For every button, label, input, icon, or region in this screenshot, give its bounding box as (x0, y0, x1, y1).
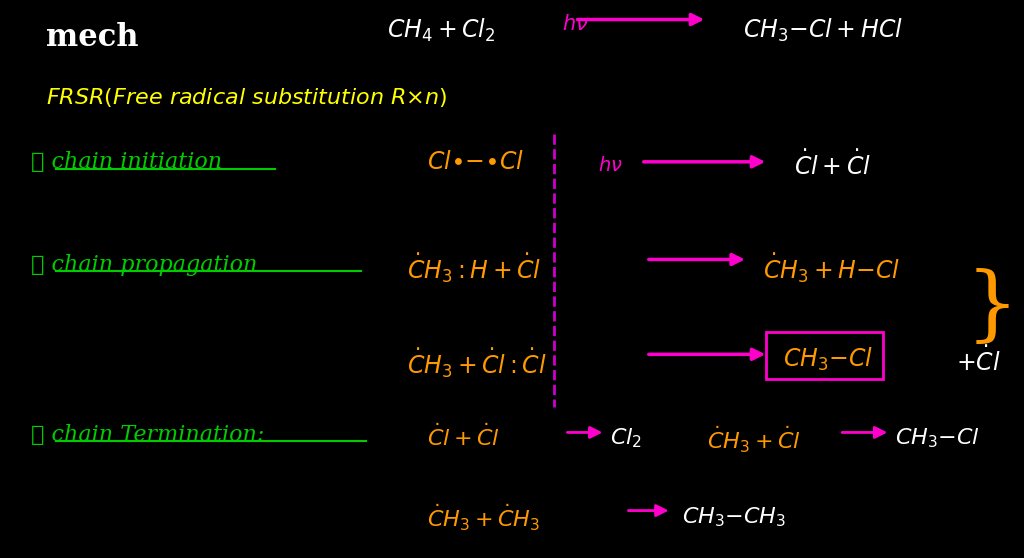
Text: $h\nu$: $h\nu$ (598, 156, 623, 175)
Text: ② chain propagation: ② chain propagation (31, 254, 257, 276)
Text: $CH_4 + Cl_2$: $CH_4 + Cl_2$ (387, 17, 495, 44)
Text: ① chain initiation: ① chain initiation (31, 151, 221, 172)
Text: $FRSR(Free\ radical\ substitution\ R{\times}n)$: $FRSR(Free\ radical\ substitution\ R{\ti… (46, 86, 447, 109)
Text: $\dot{C}H_3{:}H + \dot{C}l$: $\dot{C}H_3{:}H + \dot{C}l$ (407, 251, 542, 285)
Text: $\dot{C}H_3 + \dot{C}l$: $\dot{C}H_3 + \dot{C}l$ (707, 424, 801, 455)
Text: $CH_3{-}CH_3$: $CH_3{-}CH_3$ (682, 505, 785, 528)
Text: $CH_3{-}Cl$: $CH_3{-}Cl$ (895, 427, 980, 450)
Bar (766, 332, 883, 379)
Text: $\dot{C}l + \dot{C}l$: $\dot{C}l + \dot{C}l$ (794, 151, 870, 180)
Text: $Cl{\bullet}{-}{\bullet}Cl$: $Cl{\bullet}{-}{\bullet}Cl$ (427, 151, 524, 174)
Text: mech: mech (46, 22, 138, 54)
Text: $\dot{C}l + \dot{C}l$: $\dot{C}l + \dot{C}l$ (427, 424, 500, 451)
Text: $\dot{C}H_3 + \dot{C}H_3$: $\dot{C}H_3 + \dot{C}H_3$ (427, 502, 540, 533)
Text: $CH_3{-}Cl$: $CH_3{-}Cl$ (783, 346, 873, 373)
Text: $Cl_2$: $Cl_2$ (610, 427, 642, 450)
Text: $h\nu$: $h\nu$ (561, 14, 588, 34)
Text: $CH_3{-}Cl + HCl$: $CH_3{-}Cl + HCl$ (742, 17, 903, 44)
Text: $\dot{C}H_3 + \dot{C}l{:}\dot{C}l$: $\dot{C}H_3 + \dot{C}l{:}\dot{C}l$ (407, 346, 547, 380)
Text: $+ \dot{C}l$: $+ \dot{C}l$ (956, 346, 1001, 376)
Text: }: } (966, 268, 1019, 348)
Text: ③ chain Termination:: ③ chain Termination: (31, 424, 264, 446)
Text: $\dot{C}H_3 + H{-}Cl$: $\dot{C}H_3 + H{-}Cl$ (763, 251, 900, 285)
